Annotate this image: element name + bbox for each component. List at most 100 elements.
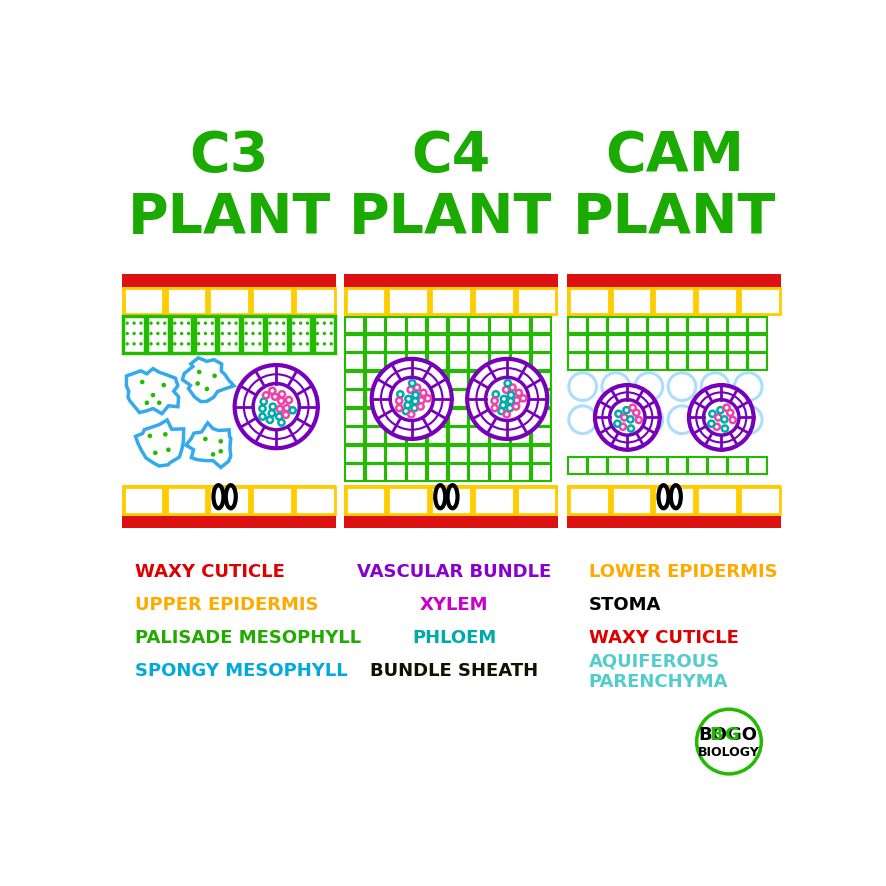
Bar <box>470 427 489 445</box>
Ellipse shape <box>214 486 223 509</box>
Text: WAXY CUTICLE: WAXY CUTICLE <box>135 563 284 581</box>
Bar <box>567 286 781 315</box>
Bar <box>728 354 747 370</box>
Bar <box>708 456 727 474</box>
Circle shape <box>260 399 267 405</box>
Circle shape <box>505 380 510 386</box>
Bar <box>448 391 468 408</box>
Circle shape <box>282 322 285 325</box>
Circle shape <box>668 406 696 433</box>
Circle shape <box>414 385 420 391</box>
Bar <box>532 464 551 481</box>
Bar <box>195 315 216 353</box>
Circle shape <box>513 403 519 409</box>
Bar <box>628 456 647 474</box>
Circle shape <box>268 410 275 416</box>
Bar <box>209 288 249 315</box>
Bar <box>748 354 766 370</box>
Circle shape <box>276 414 283 420</box>
Circle shape <box>269 388 276 394</box>
Bar <box>649 354 666 370</box>
Bar <box>386 354 406 370</box>
Bar <box>253 486 291 515</box>
Bar <box>345 427 364 445</box>
Bar <box>428 391 447 408</box>
Bar <box>649 456 666 474</box>
Circle shape <box>714 424 720 430</box>
Bar <box>147 315 168 353</box>
Bar <box>490 464 509 481</box>
Bar <box>532 427 551 445</box>
Circle shape <box>282 331 285 335</box>
Circle shape <box>211 342 214 346</box>
Circle shape <box>173 342 176 346</box>
Circle shape <box>157 400 161 405</box>
Circle shape <box>569 373 596 400</box>
Text: BIOLOGY: BIOLOGY <box>698 746 760 758</box>
Bar <box>388 288 428 315</box>
Bar <box>295 288 335 315</box>
Bar <box>569 486 609 515</box>
Circle shape <box>228 342 231 346</box>
Circle shape <box>397 392 403 397</box>
Bar <box>366 354 385 370</box>
Bar <box>668 354 687 370</box>
Text: STOMA: STOMA <box>589 596 661 614</box>
Bar <box>428 372 447 389</box>
Bar <box>407 335 426 352</box>
Circle shape <box>156 342 159 346</box>
Bar <box>628 335 647 352</box>
Circle shape <box>187 331 190 335</box>
Circle shape <box>610 400 645 435</box>
Bar <box>171 315 192 353</box>
Bar <box>345 409 364 426</box>
Bar <box>242 315 264 353</box>
Circle shape <box>245 322 248 325</box>
Circle shape <box>503 386 509 392</box>
Bar <box>428 464 447 481</box>
Bar <box>511 354 531 370</box>
Circle shape <box>306 331 309 335</box>
Circle shape <box>411 405 417 411</box>
Bar <box>511 335 531 352</box>
Circle shape <box>252 322 254 325</box>
Ellipse shape <box>671 486 680 509</box>
Circle shape <box>396 398 402 404</box>
Circle shape <box>151 392 155 398</box>
Bar <box>345 464 364 481</box>
Bar <box>567 486 781 516</box>
Bar <box>490 409 509 426</box>
Bar <box>344 486 558 516</box>
Circle shape <box>219 449 223 454</box>
Circle shape <box>204 342 207 346</box>
Bar <box>122 516 337 528</box>
Circle shape <box>263 392 269 399</box>
Circle shape <box>718 407 724 413</box>
Circle shape <box>272 393 278 400</box>
Circle shape <box>396 405 402 411</box>
Text: AQUIFEROUS
PARENCHYMA: AQUIFEROUS PARENCHYMA <box>589 652 728 691</box>
Bar <box>608 316 626 333</box>
Bar <box>708 335 727 352</box>
Bar <box>470 372 489 389</box>
Bar <box>386 316 406 333</box>
Circle shape <box>132 322 136 325</box>
Circle shape <box>420 390 426 396</box>
Bar <box>124 288 164 315</box>
Circle shape <box>503 411 509 417</box>
Bar <box>123 315 144 353</box>
Bar <box>470 464 489 481</box>
Circle shape <box>139 342 143 346</box>
Circle shape <box>235 331 237 335</box>
Circle shape <box>221 322 224 325</box>
Text: CAM
PLANT: CAM PLANT <box>572 129 776 245</box>
Circle shape <box>710 411 716 417</box>
Circle shape <box>734 406 762 433</box>
Circle shape <box>156 322 159 325</box>
Circle shape <box>276 406 283 412</box>
Circle shape <box>569 406 596 433</box>
Circle shape <box>173 322 176 325</box>
Bar <box>588 335 607 352</box>
Circle shape <box>498 408 504 414</box>
Circle shape <box>153 450 158 455</box>
